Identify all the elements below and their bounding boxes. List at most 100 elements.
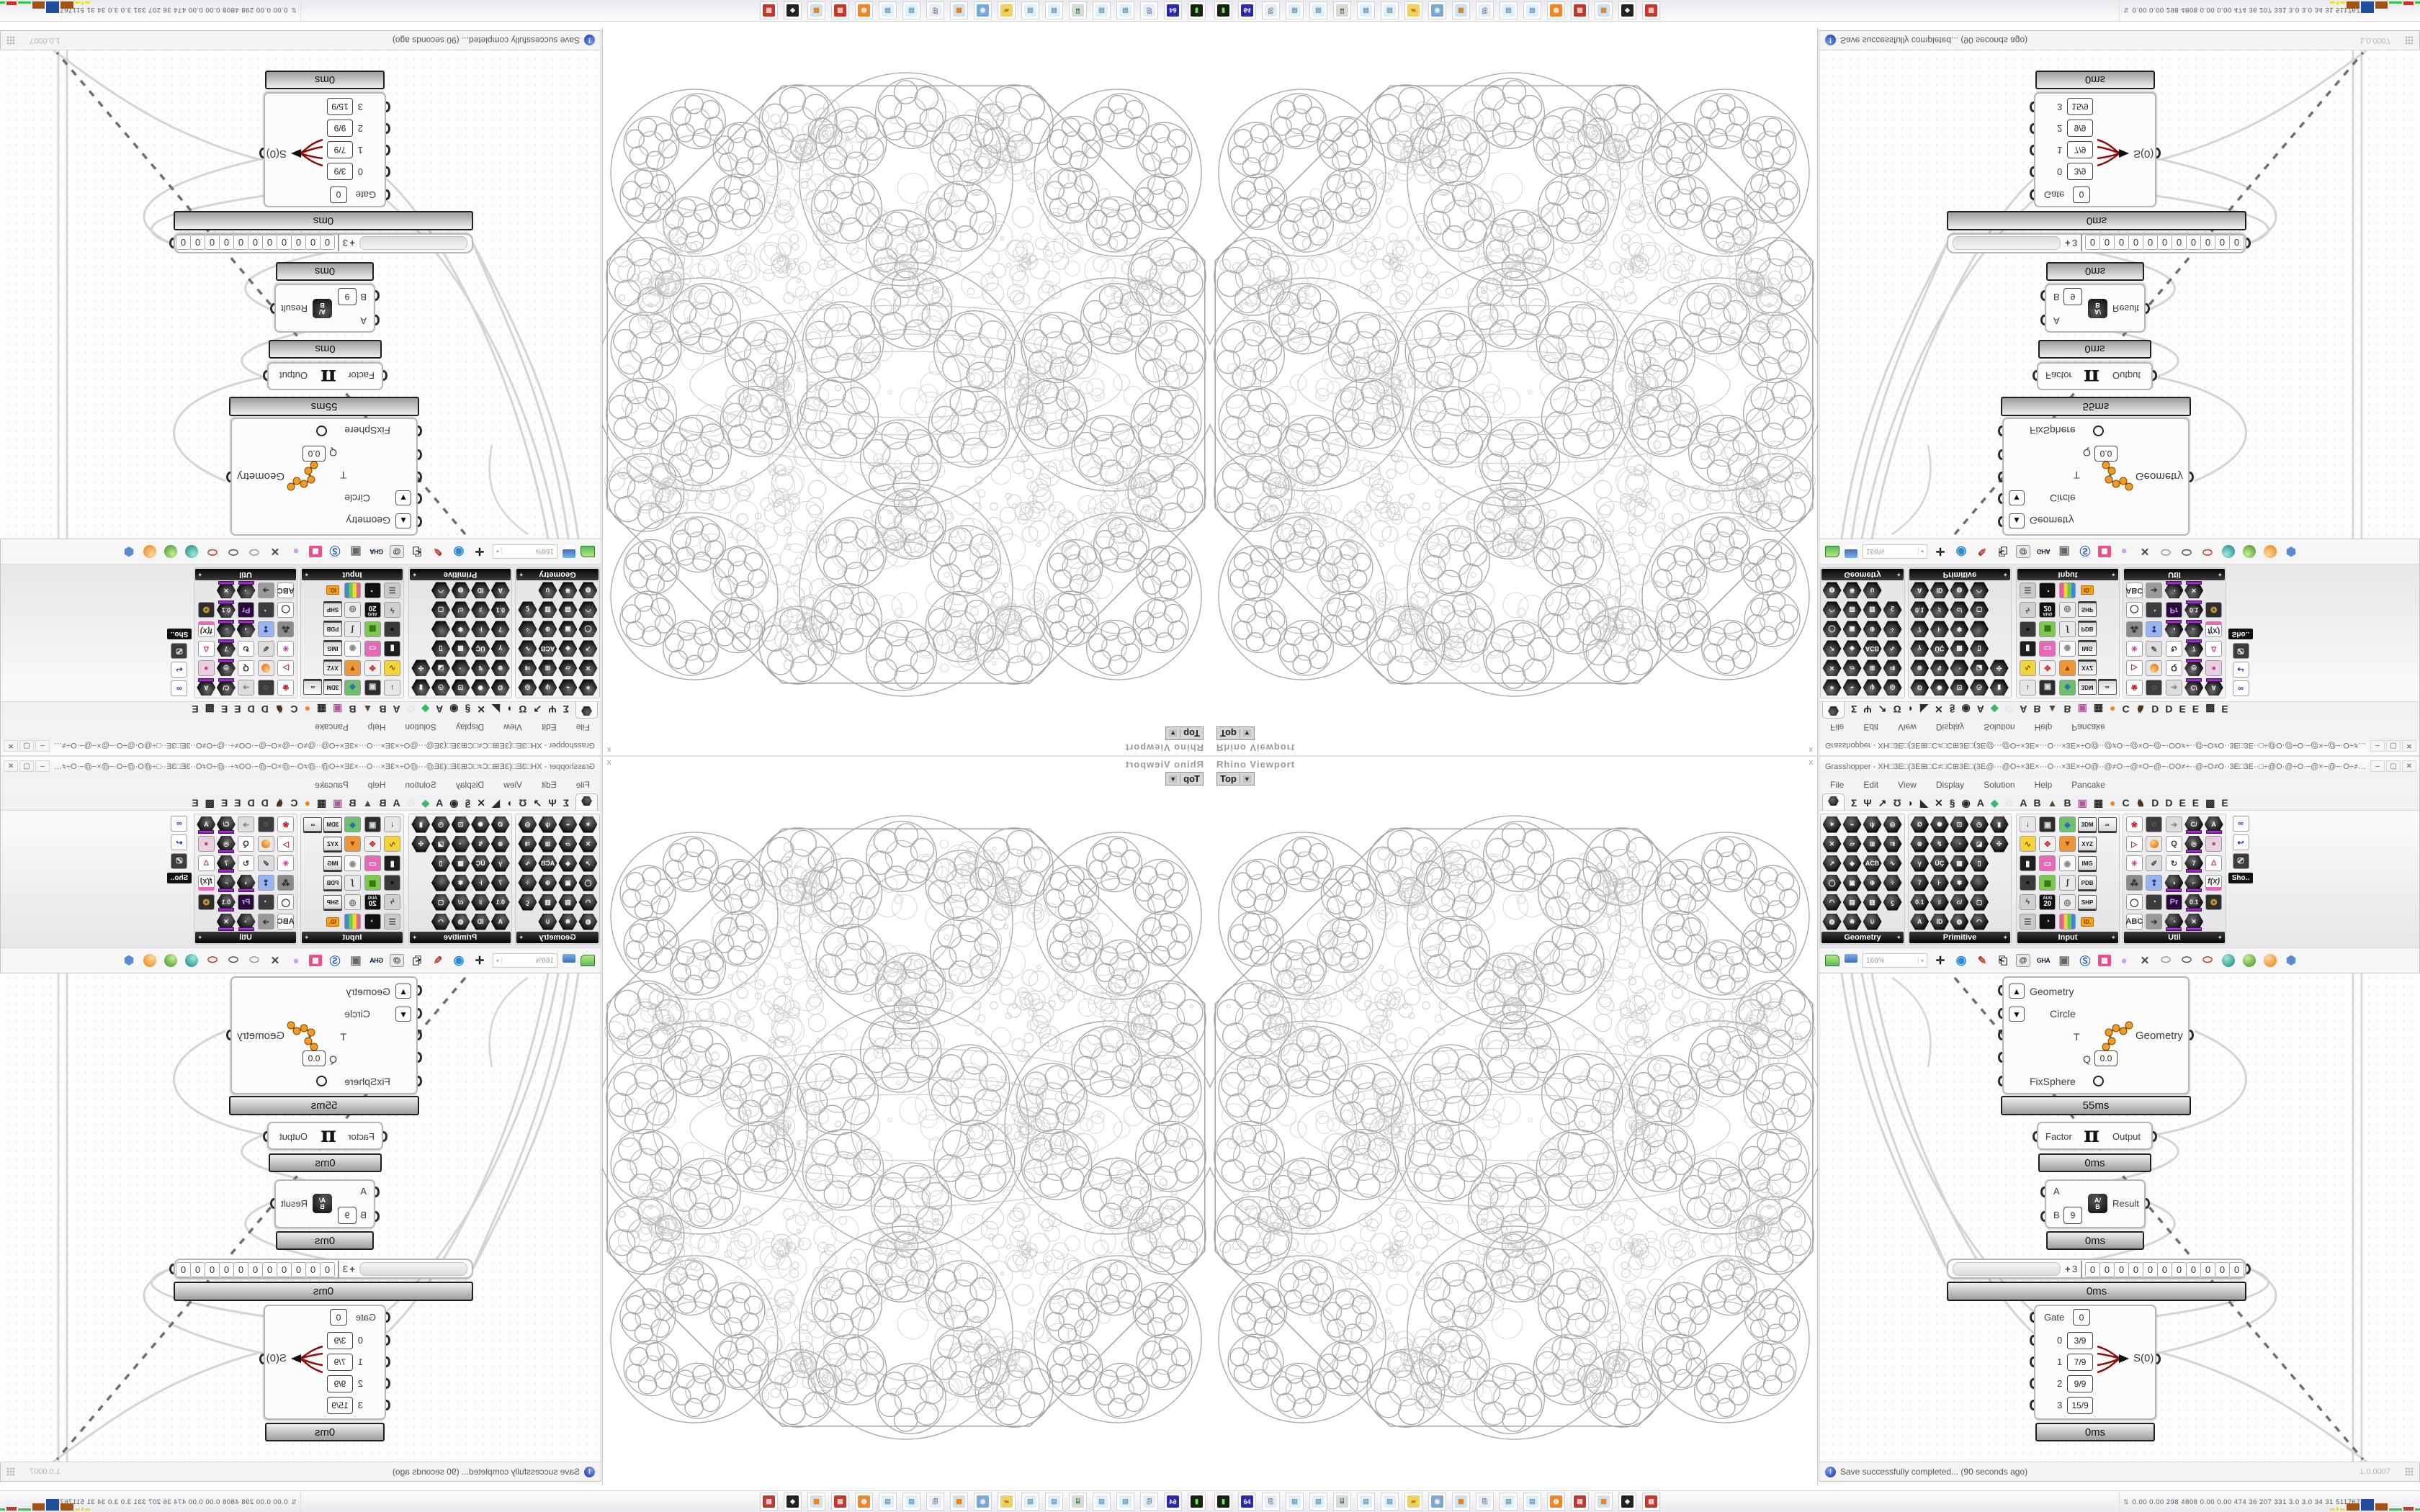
palette-icon-util-7[interactable]: Q (237, 835, 256, 852)
palette-icon-input-27[interactable] (344, 913, 362, 930)
palette-icon-primitive-16[interactable]: ⊦ (471, 874, 490, 891)
palette-icon-geometry-2[interactable]: ψ (1863, 816, 1882, 833)
palette-icon-primitive-12[interactable]: ▩ (452, 855, 470, 872)
palette-icon-util-8[interactable]: ◎ (2184, 835, 2204, 853)
quick-launch-calc-16[interactable]: ▦ (807, 1493, 825, 1511)
tiling-component-node[interactable]: ▲ ▼ Geometry Circle T Geometry Q (1998, 976, 2194, 1094)
zoom-frame-icon[interactable]: ✛ (475, 955, 485, 967)
palette-icon-input-18[interactable]: PDB (323, 874, 342, 891)
maximize-button[interactable]: ▢ (19, 760, 34, 772)
input-socket[interactable] (1998, 1008, 2003, 1019)
palette-icon-util-29[interactable] (2205, 913, 2223, 930)
scroll-down-button[interactable]: ▼ (395, 1007, 411, 1022)
palette-icon-primitive-14[interactable] (411, 855, 430, 872)
tab-category-6[interactable]: ◣ (1920, 797, 1928, 809)
palette-icon-input-24[interactable] (2098, 894, 2117, 911)
palette-icon-input-3[interactable]: 3DM (323, 816, 342, 833)
sketch-pen-icon[interactable]: ✎ (433, 955, 443, 967)
output-socket[interactable] (263, 1131, 271, 1142)
save-icon[interactable] (563, 954, 575, 967)
input-socket[interactable] (380, 1131, 387, 1142)
fixsphere-toggle[interactable] (316, 1076, 327, 1086)
palette-icon-geometry-5[interactable]: ▱ (1842, 835, 1862, 852)
palette-icon-geometry-1[interactable]: ⌁ (559, 816, 578, 833)
cluster-pink-icon[interactable]: ▦ (309, 955, 322, 966)
output-socket[interactable] (226, 1030, 234, 1040)
quick-launch-pad-6[interactable]: ▤ (1045, 1493, 1063, 1511)
menu-item-edit[interactable]: Edit (541, 779, 557, 790)
quick-launch-ff-14[interactable]: ◍ (1547, 1493, 1565, 1511)
palette-icon-util-16[interactable]: ❢ (256, 874, 275, 891)
scroller-digit-2[interactable]: 0 (2114, 1262, 2129, 1277)
stream-filter-node[interactable]: Gate 0 0 3/9 1 7/9 2 9/9 3 15/9 S(0) (2030, 1305, 2161, 1420)
gate-value-box-1[interactable]: 7/9 (327, 1354, 353, 1371)
ball-orange-icon[interactable] (142, 953, 158, 968)
preview-eye-icon[interactable]: ◉ (1955, 953, 1967, 967)
palette-icon-input-12[interactable]: ◉ (2058, 855, 2076, 872)
palette-icon-input-0[interactable]: ↓ (2018, 816, 2037, 833)
palette-icon-util-15[interactable]: ⁂ (2125, 874, 2143, 891)
palette-icon-util-12[interactable]: ↻ (2164, 855, 2183, 872)
gha-assembly-icon[interactable]: GHA (369, 957, 384, 964)
palette-icon-input-15[interactable]: ● (383, 874, 402, 891)
tab-category-24[interactable]: E (2179, 797, 2186, 809)
input-socket[interactable] (1998, 1076, 2003, 1086)
palette-icon-extra-0[interactable]: ∞ (2231, 815, 2250, 832)
input-socket[interactable] (414, 1076, 422, 1086)
palette-label-geometry[interactable]: Geometry (516, 932, 599, 943)
quick-launch-pad-3[interactable]: ▤ (1116, 1493, 1134, 1511)
palette-icon-primitive-13[interactable]: ▯ (1970, 855, 1989, 872)
galapagos-at-icon[interactable]: @ (390, 954, 404, 967)
palette-icon-util-26[interactable]: ➔ (2145, 913, 2164, 930)
search-s-icon[interactable]: Ⓢ (2079, 955, 2091, 968)
menu-item-help[interactable]: Help (367, 779, 386, 790)
tab-category-23[interactable]: D (2165, 797, 2173, 809)
grasshopper-titlebar[interactable]: Grasshopper - XH□3E□(3E⊞□C≠□C⊞3E□(3E@···… (1, 757, 601, 775)
scroller-digit-0[interactable]: 0 (2085, 1262, 2100, 1277)
quick-launch-cat-17[interactable]: ◆ (784, 1493, 802, 1511)
palette-icon-input-21[interactable]: AUG 20 (363, 894, 382, 911)
tab-category-3[interactable]: ↗ (1878, 797, 1887, 809)
palette-icon-util-21[interactable]: ◔ (2145, 894, 2164, 911)
image-window-icon[interactable]: ▣ (350, 955, 362, 967)
disc-red-icon[interactable]: ⬭ (207, 954, 218, 966)
palette-expand-icon[interactable]: ✦ (2110, 934, 2116, 941)
tab-category-13[interactable]: A (2020, 797, 2027, 809)
palette-icon-primitive-0[interactable]: Ø (1910, 816, 1930, 833)
quick-launch-pad-6[interactable]: ▤ (1357, 1493, 1375, 1511)
palette-icon-primitive-2[interactable]: ⊡ (1950, 816, 1969, 833)
palette-icon-extra-2[interactable]: ⎚ (170, 852, 189, 870)
palette-icon-util-19[interactable]: f(x) (197, 874, 215, 891)
quick-launch-pad-13[interactable]: ▤ (1523, 1493, 1541, 1511)
palette-icon-geometry-15[interactable]: ⁘ (1883, 874, 1902, 891)
tab-category-18[interactable]: ▦ (316, 797, 327, 809)
output-socket[interactable] (270, 1198, 278, 1209)
palette-icon-input-18[interactable]: PDB (2078, 874, 2097, 891)
palette-expand-icon[interactable]: ✦ (2002, 934, 2008, 941)
palette-icon-primitive-4[interactable]: ▮ (1989, 816, 2009, 833)
palette-icon-util-6[interactable] (256, 835, 275, 852)
ball-teal-icon[interactable] (2220, 953, 2236, 968)
palette-icon-primitive-24[interactable] (411, 894, 430, 911)
palette-icon-input-10[interactable]: ▮ (383, 855, 402, 872)
palette-icon-geometry-16[interactable]: ◠ (579, 894, 598, 911)
tab-category-24[interactable]: E (234, 797, 241, 809)
palette-icon-geometry-16[interactable]: ◠ (1822, 894, 1842, 911)
quick-launch-red-18[interactable]: ▦ (760, 1493, 778, 1511)
palette-icon-util-9[interactable]: ● (197, 835, 215, 852)
palette-icon-util-2[interactable]: ➔ (2164, 816, 2183, 833)
palette-icon-input-25[interactable]: ☰ (383, 913, 402, 930)
palette-expand-icon[interactable]: ✦ (412, 934, 418, 941)
palette-icon-primitive-23[interactable]: ▢ (431, 894, 450, 911)
b-value-box[interactable]: 9 (338, 1207, 357, 1224)
palette-icon-util-27[interactable]: ◔ (2164, 913, 2184, 931)
palette-icon-geometry-17[interactable]: ▤ (559, 894, 578, 911)
palette-icon-util-2[interactable]: ➔ (237, 816, 256, 833)
stream-filter-node[interactable]: Gate 0 0 3/9 1 7/9 2 9/9 3 15/9 S(0) (264, 1305, 386, 1420)
folder-open-icon[interactable] (1825, 955, 1839, 966)
input-socket[interactable] (382, 1400, 390, 1410)
output-socket[interactable] (2145, 1198, 2150, 1209)
tab-category-16[interactable]: B (349, 797, 357, 809)
quick-launch-dev-0[interactable]: ▮ (1214, 1493, 1232, 1511)
